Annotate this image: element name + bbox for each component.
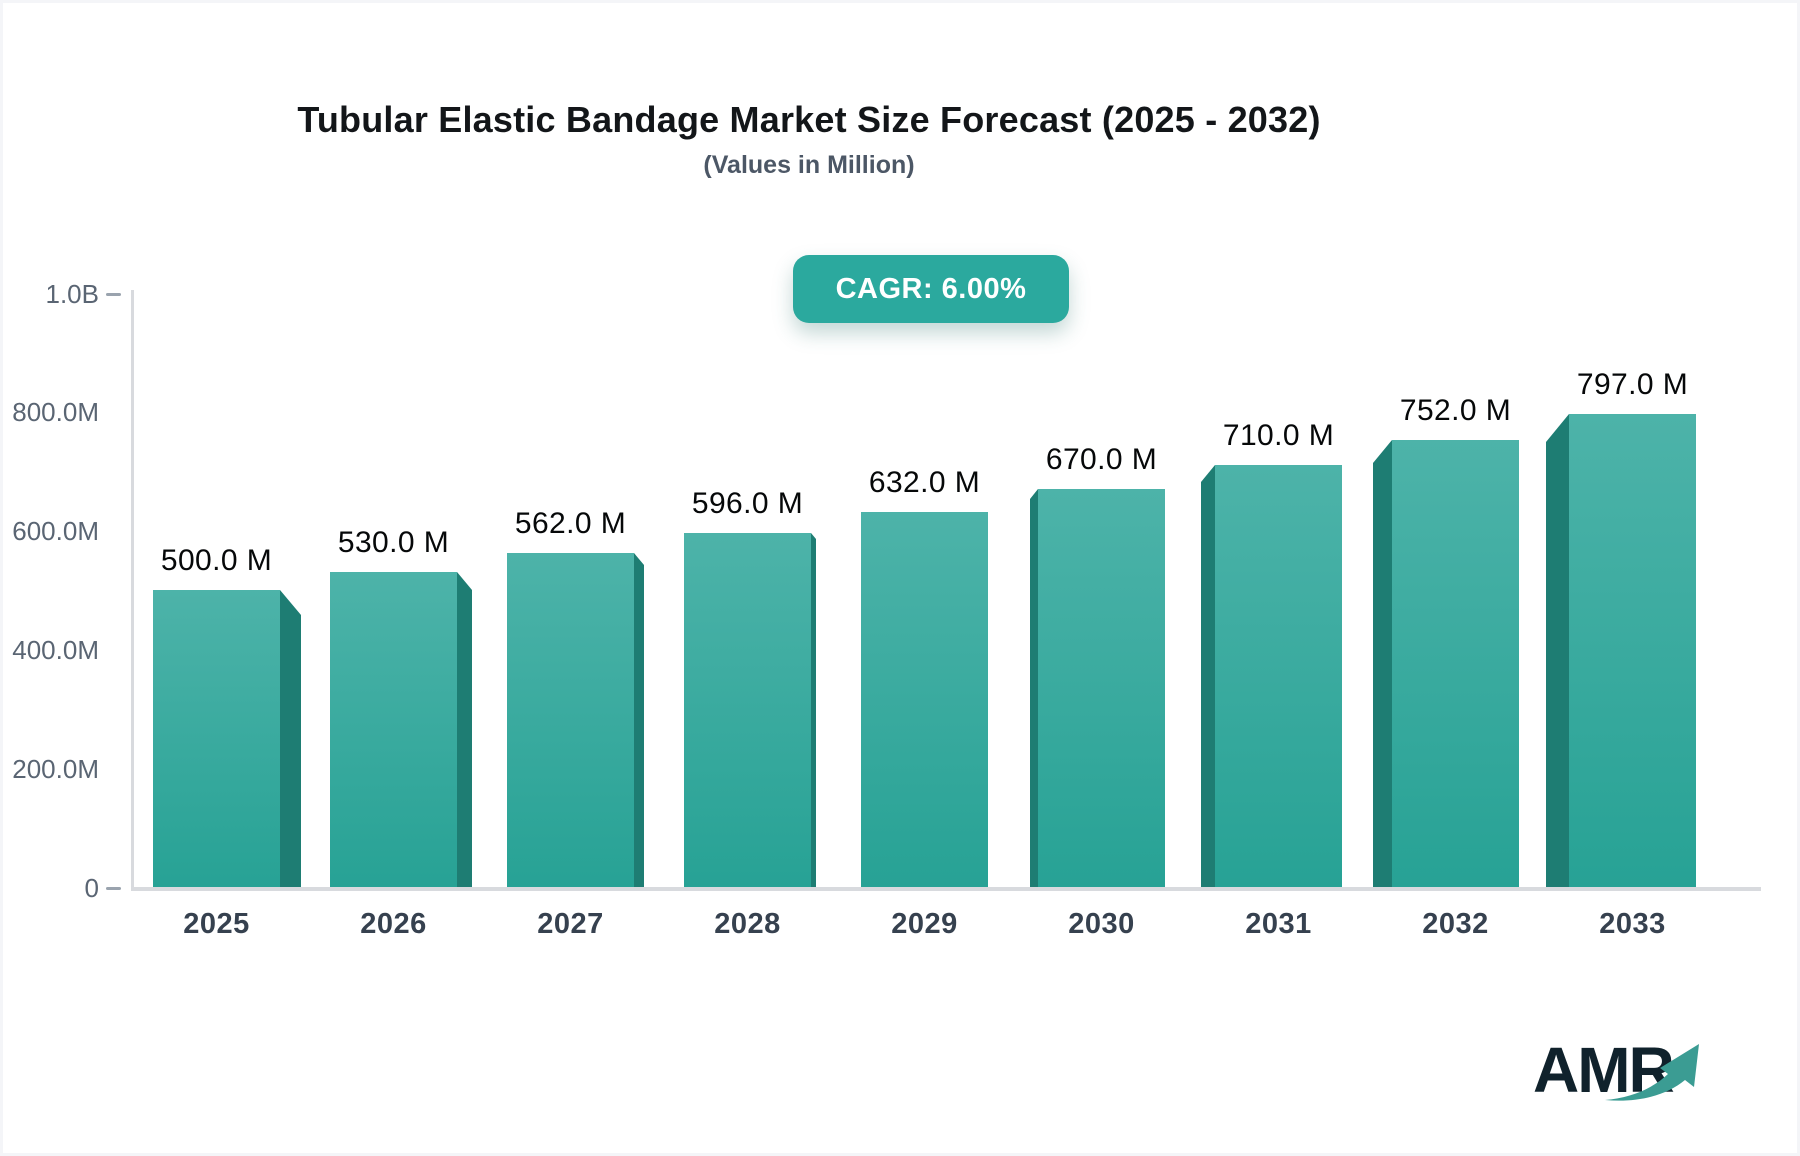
x-axis-label-2029: 2029 (891, 908, 958, 940)
bar-2030[interactable] (1038, 489, 1165, 887)
bar-3d-side (811, 533, 816, 887)
y-axis-tick: 0 (3, 872, 121, 904)
bar-value-label: 670.0 M (1045, 443, 1158, 476)
chart-subtitle: (Values in Million) (703, 151, 915, 179)
amr-logo[interactable]: AMR (1527, 1033, 1797, 1133)
bar-3d-side (1546, 414, 1569, 887)
y-axis-tick: 400.0M (3, 634, 121, 666)
x-axis-label-2026: 2026 (360, 908, 427, 940)
bar-value-label: 562.0 M (514, 507, 627, 540)
bar-3d-side (457, 572, 472, 887)
cagr-badge-label: CAGR: 6.00% (835, 272, 1027, 305)
y-axis-tick-label: 1.0B (45, 278, 100, 309)
bar-value-label: 797.0 M (1576, 368, 1689, 401)
bar-3d-side (280, 590, 301, 887)
bar-2033[interactable] (1569, 414, 1696, 887)
y-axis-tick: 600.0M (3, 516, 121, 548)
bar-2025[interactable] (153, 590, 280, 887)
x-axis-label-2033: 2033 (1599, 908, 1666, 940)
x-axis-label-2030: 2030 (1068, 908, 1135, 940)
bar-value-label: 752.0 M (1399, 394, 1512, 427)
bar-3d-side (634, 553, 644, 887)
x-axis-line (131, 887, 1761, 891)
bar-2032[interactable] (1392, 440, 1519, 887)
cagr-badge: CAGR: 6.00% (793, 255, 1069, 323)
y-axis-tick: 200.0M (3, 753, 121, 785)
growth-arrow-icon (1605, 1044, 1699, 1101)
y-axis-tick: 800.0M (3, 397, 121, 429)
bar-3d-side (1373, 440, 1392, 887)
bar-2026[interactable] (330, 572, 457, 887)
bar-2031[interactable] (1215, 465, 1342, 887)
bar-2027[interactable] (507, 553, 634, 887)
bar-2029[interactable] (861, 512, 988, 887)
y-axis-tick-label: 0 (84, 872, 99, 903)
x-axis-label-2031: 2031 (1245, 908, 1312, 940)
bar-value-label: 596.0 M (691, 487, 804, 520)
x-axis-label-2025: 2025 (183, 908, 250, 940)
bar-value-label: 710.0 M (1222, 419, 1335, 452)
y-axis-tick-label: 400.0M (12, 634, 99, 665)
y-axis-tick-dash (106, 292, 121, 296)
y-axis-tick-label: 800.0M (12, 397, 99, 428)
x-axis-label-2032: 2032 (1422, 908, 1489, 940)
bar-value-label: 530.0 M (337, 526, 450, 559)
x-axis-label-2028: 2028 (714, 908, 781, 940)
y-axis-line (131, 290, 134, 891)
y-axis-tick: 1.0B (3, 278, 121, 310)
chart-title: Tubular Elastic Bandage Market Size Fore… (297, 99, 1321, 140)
x-axis-label-2027: 2027 (537, 908, 604, 940)
bar-3d-side (1201, 465, 1215, 887)
y-axis-tick-dash (106, 886, 121, 890)
bar-value-label: 500.0 M (160, 544, 273, 577)
y-axis-tick-label: 200.0M (12, 753, 99, 784)
bar-3d-side (1030, 489, 1038, 887)
bar-2028[interactable] (684, 533, 811, 887)
bar-value-label: 632.0 M (868, 466, 981, 499)
y-axis-tick-label: 600.0M (12, 516, 99, 547)
